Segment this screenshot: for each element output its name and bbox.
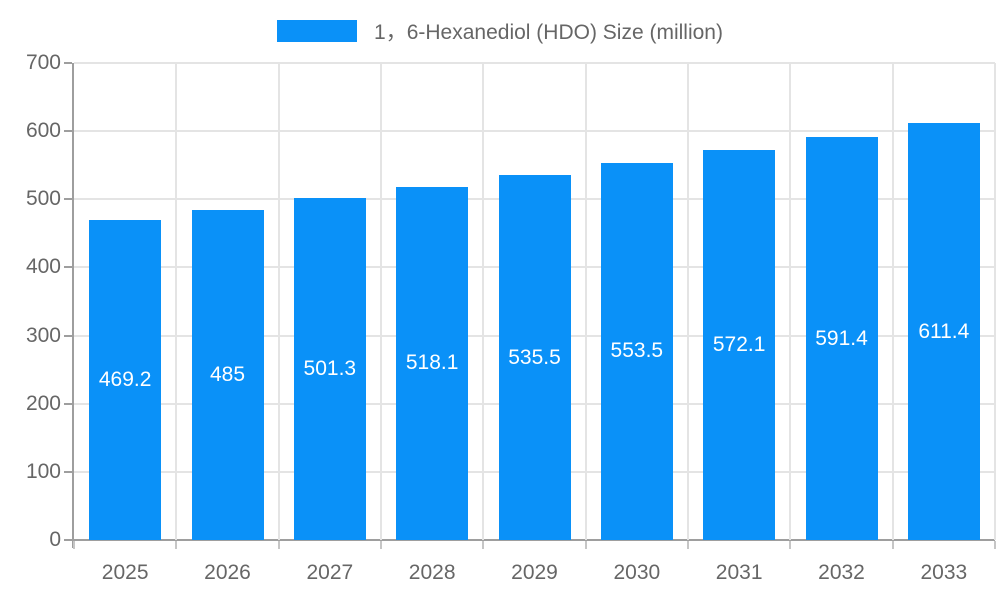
gridline-vertical (891, 63, 894, 540)
gridline-vertical (277, 63, 280, 540)
y-axis-tick (64, 402, 72, 405)
bar[interactable]: 591.4 (805, 137, 878, 540)
bar-value-label: 591.4 (815, 326, 868, 350)
bar[interactable]: 611.4 (907, 123, 980, 540)
y-axis-label: 300 (25, 323, 61, 347)
bar[interactable]: 469.2 (89, 220, 162, 540)
x-axis-label: 2028 (408, 561, 456, 584)
y-axis-line (72, 63, 74, 548)
bar-value-label: 553.5 (610, 339, 664, 363)
bar[interactable]: 485 (191, 209, 264, 540)
bar[interactable]: 501.3 (293, 198, 366, 540)
gridline-vertical (687, 63, 689, 540)
x-axis-label: 2025 (101, 561, 149, 584)
x-axis-tick (380, 541, 382, 549)
x-axis-tick (687, 541, 689, 549)
x-axis-tick (994, 541, 996, 549)
bar-value-label: 501.3 (303, 357, 357, 381)
x-axis-line (72, 539, 995, 541)
gridline-vertical (175, 63, 178, 540)
x-axis-tick (584, 541, 587, 549)
x-axis-label: 2031 (715, 561, 763, 584)
bar[interactable]: 553.5 (600, 162, 673, 540)
x-axis-tick (73, 541, 75, 549)
gridline-vertical (482, 63, 485, 540)
bar-value-label: 535.5 (508, 345, 561, 369)
gridline-horizontal (74, 130, 995, 133)
gridline-vertical (994, 63, 996, 540)
x-axis-tick (789, 541, 792, 549)
y-axis-label: 700 (25, 51, 61, 74)
y-axis-tick (64, 539, 72, 541)
bar-value-label: 572.1 (712, 333, 766, 357)
legend[interactable]: 1，6-Hexanediol (HDO) Size (million) (0, 19, 1000, 44)
gridline-vertical (584, 63, 587, 540)
bar-value-label: 485 (209, 362, 246, 386)
y-axis-label: 0 (49, 528, 61, 551)
y-axis-tick (64, 334, 72, 337)
y-axis-tick (64, 470, 72, 473)
x-axis-tick (482, 541, 485, 549)
x-axis-tick (891, 541, 894, 549)
x-axis-tick (277, 541, 280, 549)
y-axis-label: 400 (25, 255, 61, 279)
bar-value-label: 518.1 (405, 351, 459, 375)
x-axis-tick (175, 541, 178, 549)
y-axis-label: 600 (25, 119, 61, 143)
gridline-vertical (789, 63, 792, 540)
x-axis-label: 2032 (818, 561, 865, 584)
bar-value-label: 469.2 (98, 368, 152, 392)
y-axis-label: 500 (25, 187, 61, 211)
legend-label: 1，6-Hexanediol (HDO) Size (million) (374, 21, 723, 44)
bar-value-label: 611.4 (918, 319, 970, 343)
gridline-horizontal (74, 62, 995, 64)
x-axis-label: 2030 (613, 561, 661, 584)
gridline-vertical (380, 63, 382, 540)
y-axis-tick (64, 198, 72, 201)
x-axis-label: 2029 (511, 561, 558, 584)
bar[interactable]: 518.1 (396, 186, 469, 540)
plot-area: 0 100 200 300 400 500 600 700 469.2 2025 485 2026 50… (26, 51, 996, 584)
bar[interactable]: 572.1 (703, 150, 776, 540)
x-axis-label: 2027 (306, 561, 354, 584)
x-axis-label: 2026 (204, 561, 251, 584)
y-axis-label: 100 (25, 459, 61, 483)
y-axis-label: 200 (25, 391, 61, 415)
x-axis-label: 2033 (920, 561, 968, 584)
legend-swatch (277, 20, 358, 42)
y-axis-tick (64, 62, 72, 64)
y-axis-tick (64, 266, 72, 269)
bar[interactable]: 535.5 (498, 175, 571, 540)
y-axis-tick (64, 130, 72, 133)
